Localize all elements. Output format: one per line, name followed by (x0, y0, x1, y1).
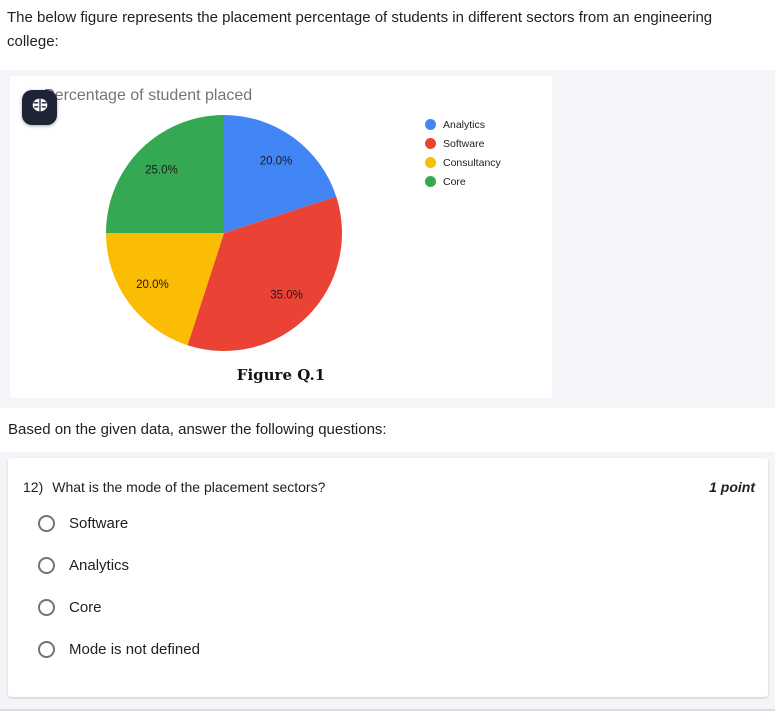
option-label: Software (69, 514, 129, 532)
slice-label-analytics: 20.0% (260, 155, 293, 167)
legend-item-core: Core (425, 172, 501, 191)
bottom-border (0, 709, 775, 711)
question-card: 12) What is the mode of the placement se… (8, 458, 768, 697)
option-label: Mode is not defined (69, 640, 200, 658)
brain-icon (30, 95, 50, 120)
legend-dot-analytics (425, 119, 436, 130)
section-prompt: Based on the given data, answer the foll… (8, 421, 387, 438)
question-row: 12) What is the mode of the placement se… (8, 458, 768, 495)
options-list: Software Analytics Core Mode is not defined (8, 502, 768, 670)
pie-slice-consultancy (106, 233, 224, 346)
pie-chart: 20.0% 35.0% 20.0% 25.0% (96, 105, 352, 361)
legend-label: Analytics (443, 118, 486, 131)
slice-label-software: 35.0% (270, 290, 303, 302)
pie-slice-software (187, 196, 342, 351)
radio-button[interactable] (38, 598, 55, 616)
option-row-3[interactable]: Mode is not defined (8, 628, 768, 670)
pie-slice-analytics (224, 115, 337, 233)
pie-slice-core (106, 115, 224, 233)
intro-text: The below figure represents the placemen… (7, 9, 713, 50)
legend-label: Consultancy (443, 156, 501, 169)
radio-button[interactable] (38, 640, 55, 658)
option-label: Core (69, 598, 102, 616)
points-badge: 1 point (709, 479, 755, 495)
question-text: What is the mode of the placement sector… (52, 479, 326, 495)
header-band: The below figure represents the placemen… (0, 0, 775, 70)
prompt-band: Based on the given data, answer the foll… (0, 408, 775, 452)
legend-item-consultancy: Consultancy (425, 153, 501, 172)
legend-dot-consultancy (425, 157, 436, 168)
legend-dot-core (425, 176, 436, 187)
chart-legend: Analytics Software Consultancy Core (425, 115, 501, 191)
question-number: 12) (23, 479, 44, 495)
chart-card: Percentage of student placed 20.0% 35.0% 2… (10, 76, 552, 398)
legend-item-analytics: Analytics (425, 115, 501, 134)
radio-button[interactable] (38, 514, 55, 532)
option-row-2[interactable]: Core (8, 586, 768, 628)
option-row-0[interactable]: Software (8, 502, 768, 544)
slice-label-consultancy: 20.0% (136, 279, 169, 291)
figure-caption: Figure Q.1 (236, 366, 326, 384)
option-row-1[interactable]: Analytics (8, 544, 768, 586)
legend-dot-software (425, 138, 436, 149)
legend-label: Software (443, 137, 485, 150)
radio-button[interactable] (38, 556, 55, 574)
brain-app-icon[interactable] (22, 90, 57, 125)
legend-item-software: Software (425, 134, 501, 153)
legend-label: Core (443, 175, 466, 188)
chart-title: Percentage of student placed (44, 87, 253, 104)
slice-label-core: 25.0% (145, 164, 178, 176)
option-label: Analytics (69, 556, 130, 574)
